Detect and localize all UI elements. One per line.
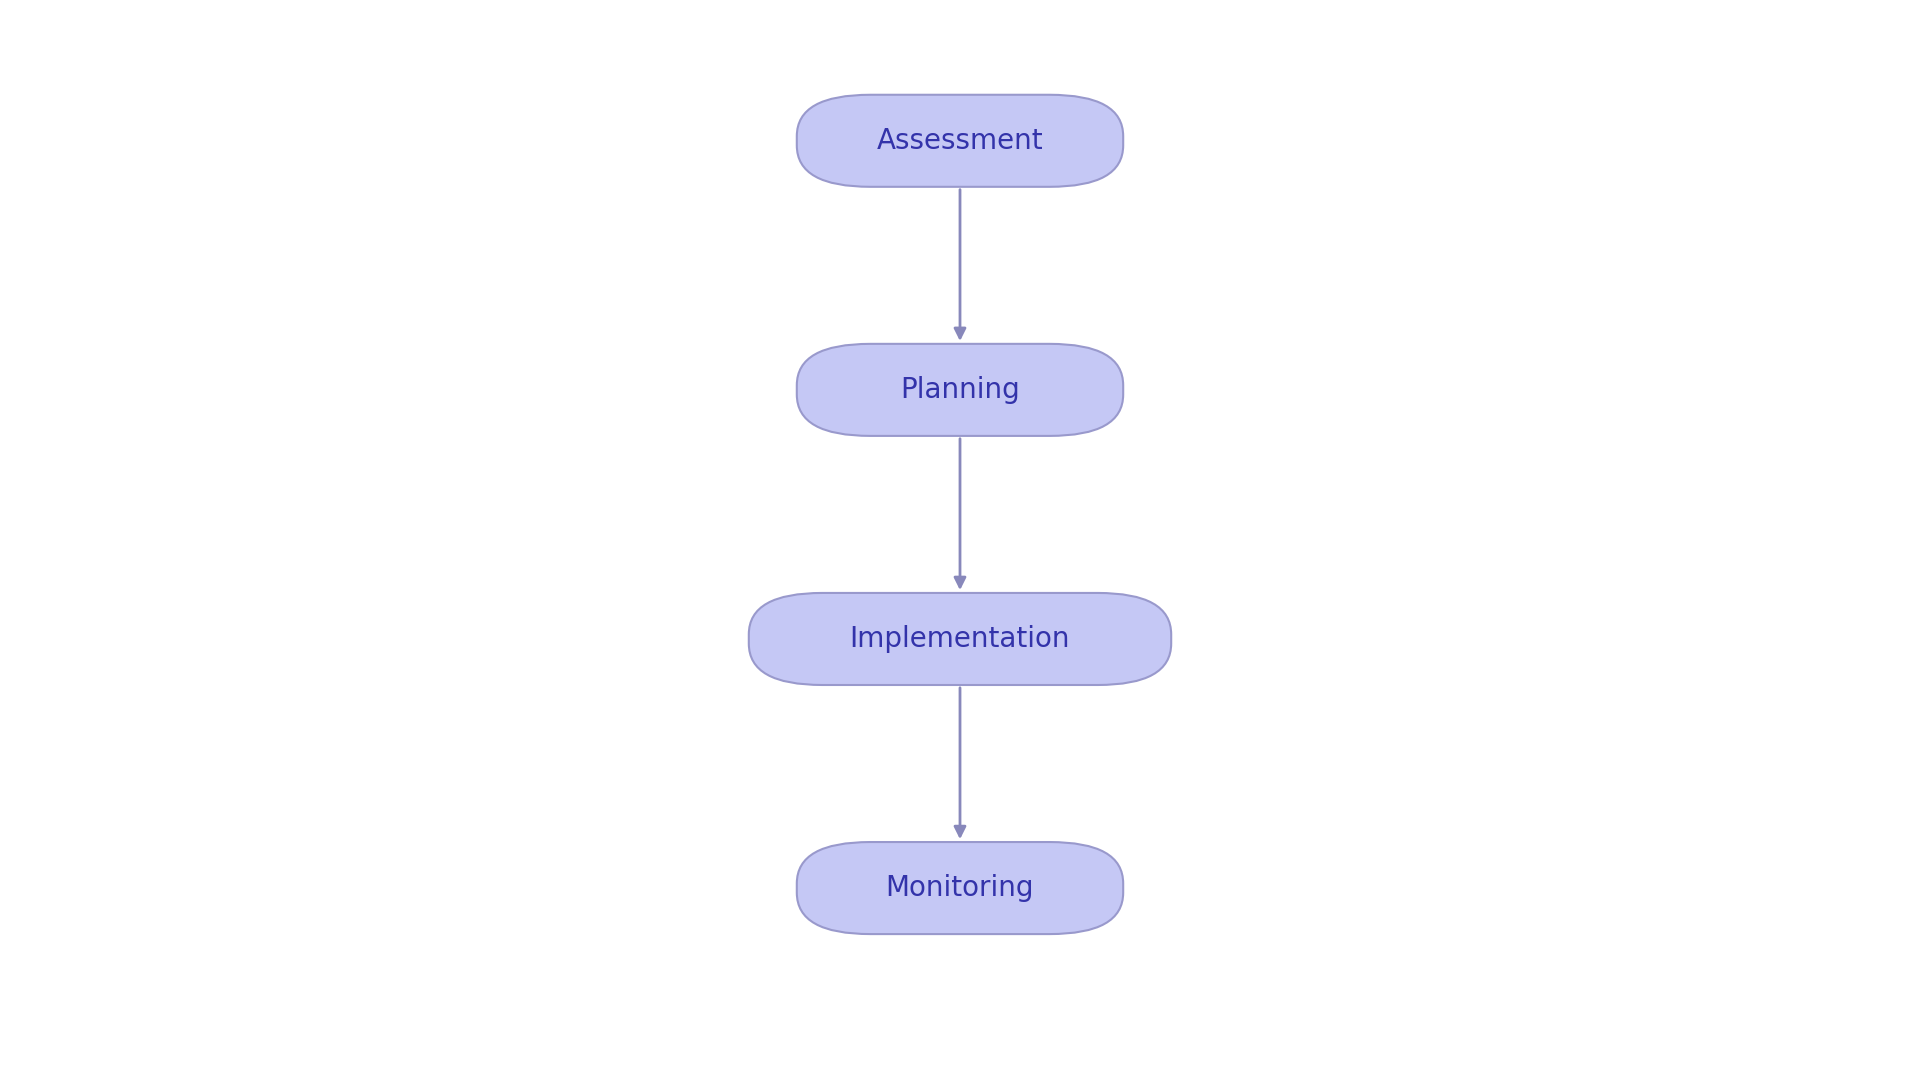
Text: Planning: Planning <box>900 376 1020 404</box>
Text: Assessment: Assessment <box>877 127 1043 155</box>
FancyBboxPatch shape <box>797 344 1123 435</box>
Text: Implementation: Implementation <box>851 625 1069 653</box>
FancyBboxPatch shape <box>797 95 1123 186</box>
Text: Monitoring: Monitoring <box>885 874 1035 902</box>
FancyBboxPatch shape <box>749 593 1171 686</box>
FancyBboxPatch shape <box>797 843 1123 934</box>
